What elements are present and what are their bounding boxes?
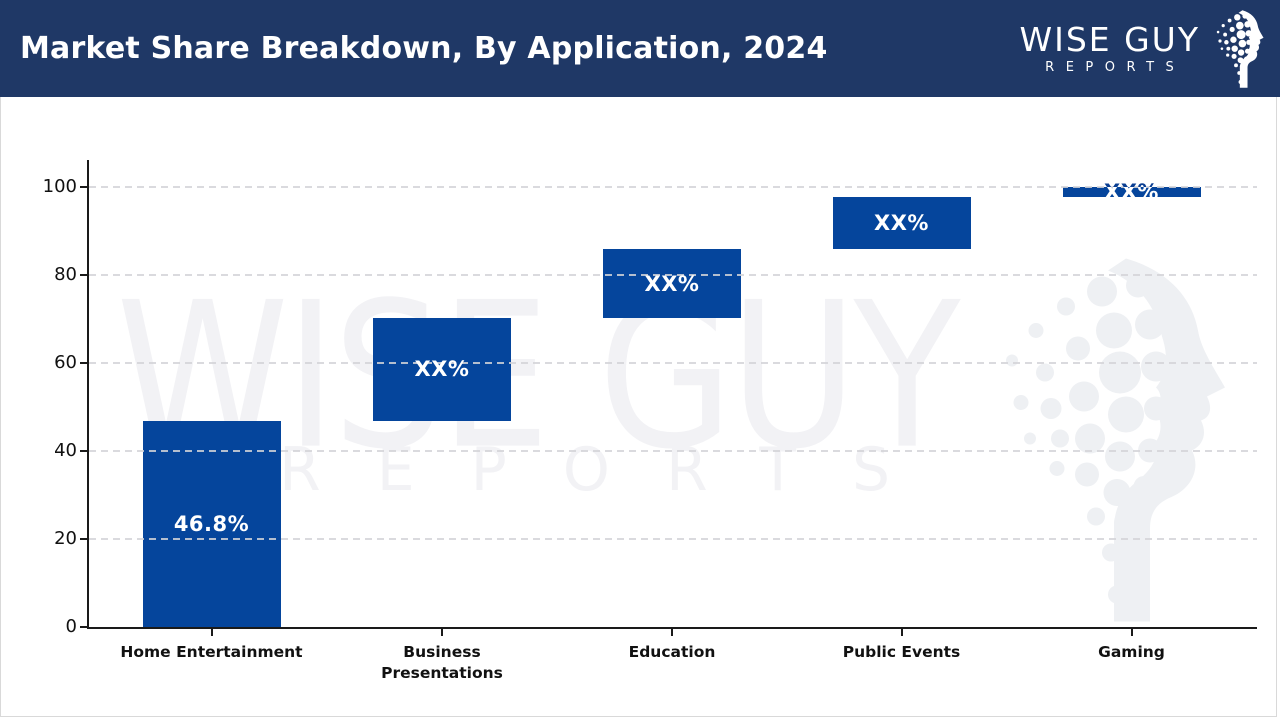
watermark-subtext: REPORTS	[279, 435, 947, 505]
y-tick-40	[80, 450, 87, 452]
y-tick-100	[80, 186, 87, 188]
bar-0	[142, 421, 281, 627]
y-axis-line	[87, 160, 89, 629]
bar-3	[832, 197, 971, 250]
dotted-head-icon	[1204, 8, 1268, 90]
bar-label-4-inside: XX%	[1104, 180, 1159, 205]
y-tick-0	[80, 626, 87, 628]
y-tick-label-40: 40	[54, 440, 77, 461]
x-category-label-1: Business Presentations	[381, 643, 503, 682]
gridline-80	[89, 274, 1257, 276]
x-category-label-4: Gaming	[1098, 643, 1165, 661]
page-title: Market Share Breakdown, By Application, …	[20, 31, 828, 66]
y-tick-label-60: 60	[54, 352, 77, 373]
x-axis-line	[87, 627, 1257, 629]
brand-logo: WISE GUY REPORTS	[1019, 5, 1268, 93]
y-tick-60	[80, 362, 87, 364]
brand-name: WISE GUY	[1019, 20, 1200, 60]
x-tick-2	[671, 629, 673, 636]
x-category-label-0: Home Entertainment	[120, 643, 303, 661]
bar-2	[603, 249, 741, 318]
brand-subtitle: REPORTS	[1045, 59, 1186, 75]
gridline-40	[89, 450, 1257, 452]
y-tick-20	[80, 538, 87, 540]
bar-label-2: XX%	[644, 271, 700, 296]
y-tick-label-0: 0	[65, 616, 77, 637]
y-tick-80	[80, 274, 87, 276]
gridline-60	[89, 362, 1257, 364]
chart-area: WISE GUY REPORTS 46.8%XX%XX%XX%XX%XX%020…	[0, 97, 1277, 717]
bar-1	[373, 317, 511, 422]
bar-label-3: XX%	[874, 211, 929, 236]
y-tick-label-20: 20	[54, 528, 77, 549]
gridline-20	[89, 538, 1257, 540]
bar-label-4-outside: XX%	[1063, 181, 1201, 187]
x-category-label-2: Education	[628, 643, 716, 661]
header-bar: Market Share Breakdown, By Application, …	[0, 0, 1280, 97]
x-tick-1	[441, 629, 443, 636]
y-tick-label-100: 100	[42, 176, 77, 197]
x-category-label-3: Public Events	[842, 643, 961, 661]
bar-4	[1062, 187, 1201, 198]
gridline-100	[89, 186, 1257, 188]
watermark-head-icon	[946, 209, 1246, 671]
bar-label-0: 46.8%	[173, 512, 250, 537]
y-tick-label-80: 80	[54, 264, 77, 285]
brand-logo-text: WISE GUY REPORTS	[1019, 23, 1200, 75]
x-tick-3	[900, 629, 903, 636]
bar-label-1: XX%	[414, 357, 470, 382]
x-tick-4	[1130, 629, 1133, 636]
x-tick-0	[210, 629, 213, 636]
